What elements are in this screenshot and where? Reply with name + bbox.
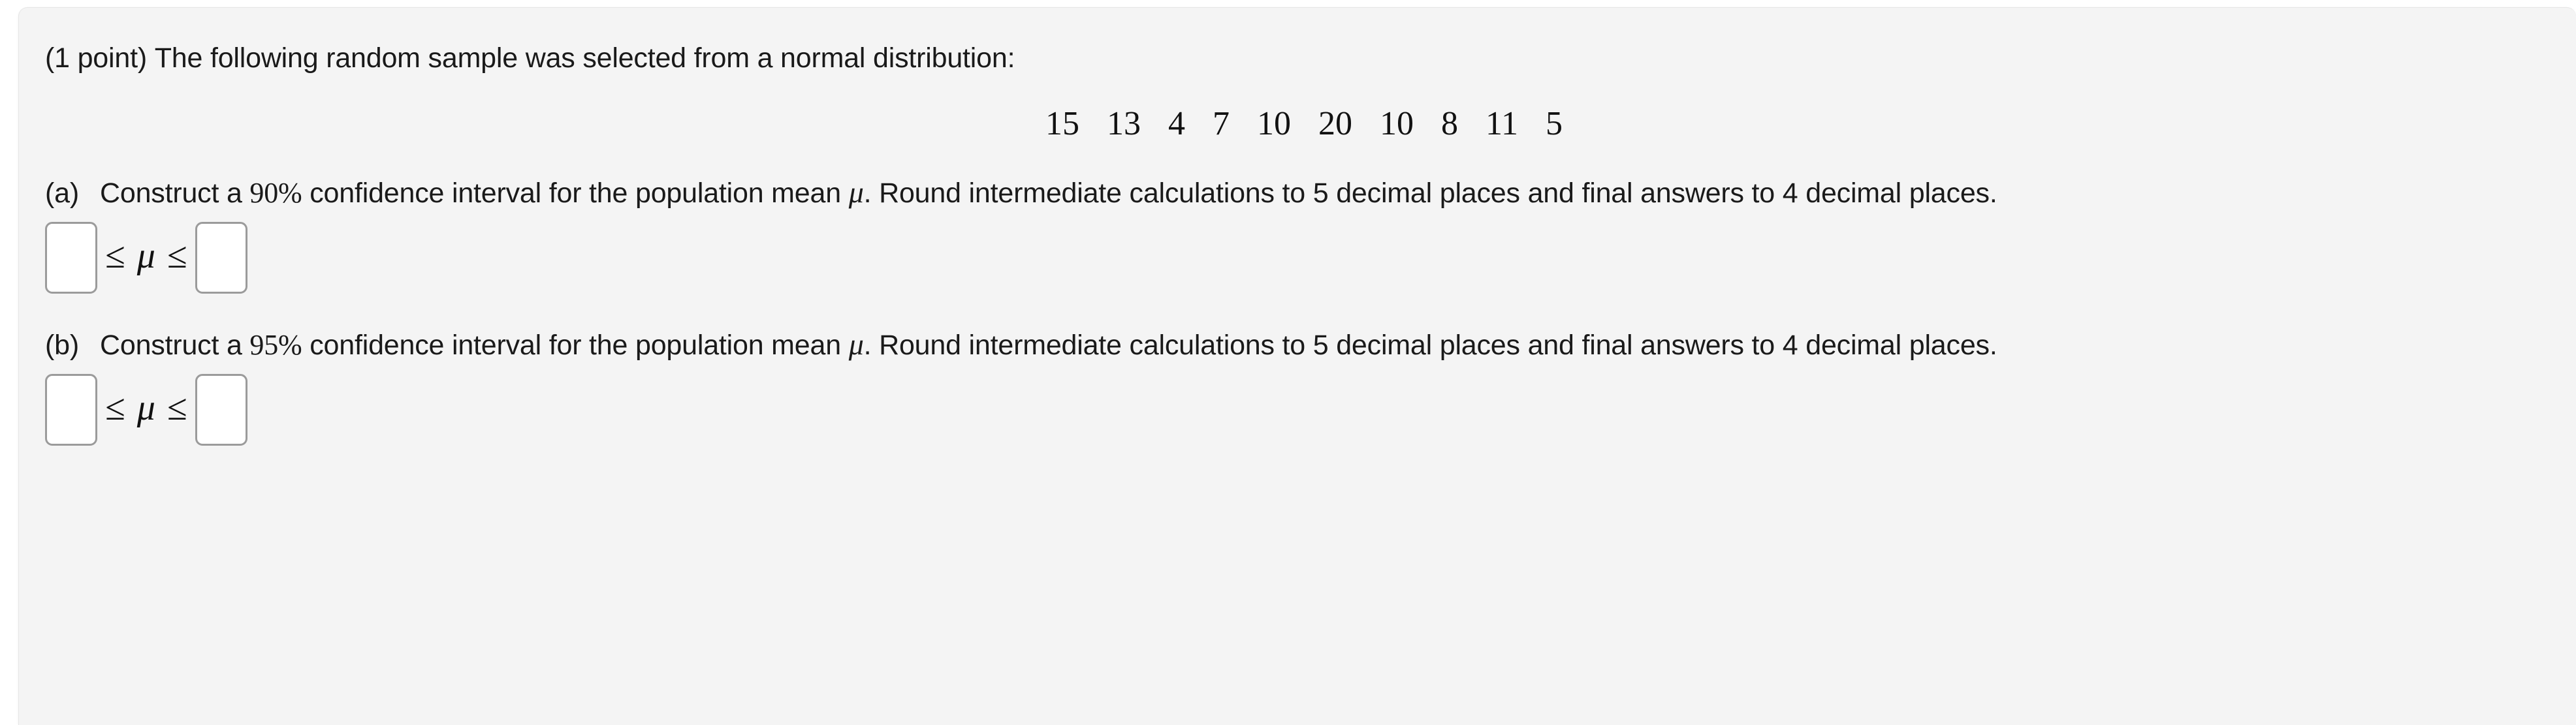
part-b-confidence-level: 95 <box>249 329 279 361</box>
part-b-text-after: confidence interval for the population m… <box>310 330 841 361</box>
part-a-text-after: confidence interval for the population m… <box>310 177 841 209</box>
part-b-upper-bound-input[interactable] <box>195 374 247 446</box>
part-b-lower-bound-input[interactable] <box>45 374 97 446</box>
stem-spacer <box>147 42 155 74</box>
part-a-rounding-sentence: . Round intermediate calculations to 5 d… <box>863 177 1997 209</box>
sample-value: 8 <box>1440 105 1458 142</box>
problem-panel: (1 point) The following random sample wa… <box>18 7 2576 725</box>
sample-value: 10 <box>1256 105 1291 142</box>
sample-value: 7 <box>1212 105 1230 142</box>
part-b: (b) Construct a 95% confidence interval f… <box>45 326 2563 449</box>
sample-value: 5 <box>1546 105 1563 142</box>
points-label: (1 point) <box>45 42 147 74</box>
part-b-prompt: (b) Construct a 95% confidence interval f… <box>45 326 2559 364</box>
part-a-answer-row: ≤ μ ≤ <box>45 219 2563 297</box>
sample-value: 10 <box>1379 105 1414 142</box>
part-a-percent-sign: % <box>278 177 302 209</box>
sample-value: 20 <box>1318 105 1352 142</box>
part-a-label: (a) <box>45 177 79 209</box>
part-a-lower-bound-input[interactable] <box>45 222 97 294</box>
part-a-upper-bound-input[interactable] <box>195 222 247 294</box>
sample-value: 13 <box>1106 105 1141 142</box>
problem-body: (1 point) The following random sample wa… <box>45 39 2563 449</box>
sample-value: 4 <box>1168 105 1185 142</box>
part-b-parameter-symbol: μ <box>848 328 864 361</box>
part-a-relation-left: ≤ <box>105 236 125 276</box>
part-b-relation-right: ≤ <box>167 388 187 428</box>
part-b-text-before: Construct a <box>100 330 242 361</box>
part-a-parameter-variable: μ <box>136 236 155 276</box>
part-a-text-before: Construct a <box>100 177 242 209</box>
sample-value: 15 <box>1045 105 1079 142</box>
part-b-relation-left: ≤ <box>105 388 125 428</box>
part-b-label: (b) <box>45 330 79 361</box>
sample-value: 11 <box>1485 105 1519 142</box>
part-a-relation-right: ≤ <box>167 236 187 276</box>
stem-text: The following random sample was selected… <box>154 42 1015 74</box>
part-b-answer-row: ≤ μ ≤ <box>45 371 2563 449</box>
part-b-parameter-variable: μ <box>136 388 155 428</box>
part-b-percent-sign: % <box>278 329 302 361</box>
part-b-rounding-sentence: . Round intermediate calculations to 5 d… <box>863 330 1997 361</box>
sample-values-row: 15 13 4 7 10 20 10 8 11 5 <box>45 103 2563 145</box>
part-a-confidence-level: 90 <box>249 177 279 209</box>
part-a-parameter-symbol: μ <box>848 176 864 209</box>
part-a-prompt: (a) Construct a 90% confidence interval f… <box>45 174 2559 212</box>
part-a: (a) Construct a 90% confidence interval f… <box>45 174 2563 297</box>
problem-stem: (1 point) The following random sample wa… <box>45 39 2563 77</box>
